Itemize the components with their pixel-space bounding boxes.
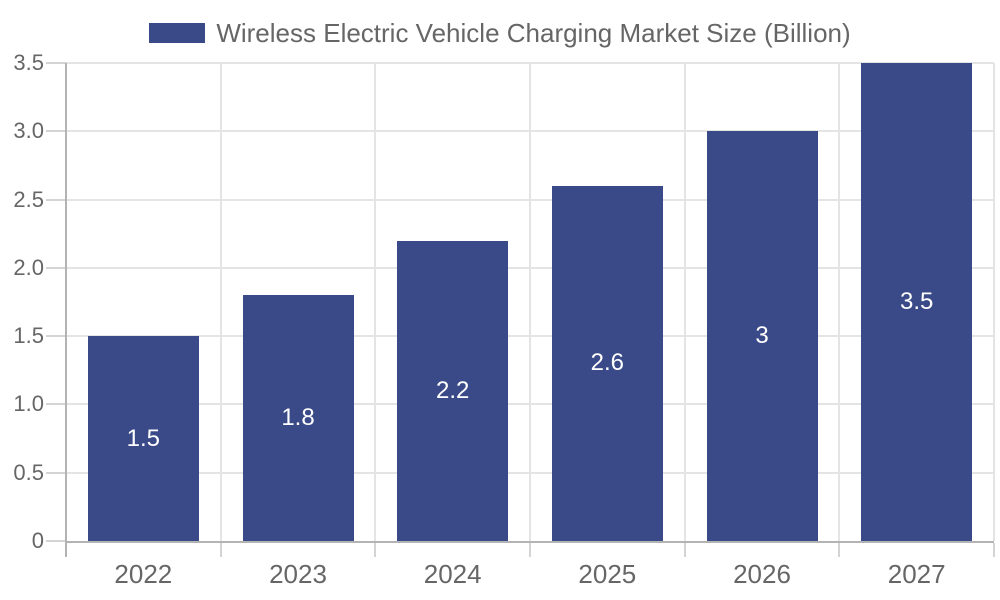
x-gridline bbox=[374, 63, 377, 541]
bar-value-label: 1.5 bbox=[126, 424, 161, 452]
bar-value-label: 2.6 bbox=[590, 349, 625, 377]
y-tick-label: 1.5 bbox=[13, 323, 44, 349]
bar-2024[interactable] bbox=[397, 240, 509, 541]
y-tick-label: 1.0 bbox=[13, 391, 44, 417]
x-tick-mark bbox=[374, 543, 377, 557]
x-tick-mark bbox=[838, 543, 841, 557]
x-tick-label: 2024 bbox=[423, 559, 482, 589]
bar-value-label: 3 bbox=[755, 322, 769, 350]
y-tick-mark bbox=[46, 62, 66, 64]
x-tick-mark bbox=[683, 543, 686, 557]
bar-2022[interactable] bbox=[87, 336, 199, 541]
y-tick-mark bbox=[46, 130, 66, 133]
x-gridline bbox=[993, 63, 995, 541]
x-tick-label: 2025 bbox=[578, 559, 637, 589]
x-gridline bbox=[838, 63, 841, 541]
bar-value-label: 1.8 bbox=[281, 404, 315, 432]
x-gridline bbox=[219, 63, 222, 541]
y-tick-label: 3.0 bbox=[13, 118, 44, 144]
y-tick-label: 3.5 bbox=[13, 50, 44, 75]
y-tick-mark bbox=[46, 266, 66, 269]
x-tick-label: 2027 bbox=[887, 559, 946, 589]
y-tick-mark bbox=[46, 335, 66, 338]
y-tick-mark bbox=[46, 471, 66, 474]
y-tick-label: 2.0 bbox=[13, 254, 44, 280]
bar-value-label: 3.5 bbox=[899, 288, 934, 315]
bar-2023[interactable] bbox=[242, 295, 354, 541]
legend-swatch bbox=[149, 23, 206, 43]
legend-label: Wireless Electric Vehicle Charging Marke… bbox=[216, 17, 851, 48]
x-tick-label: 2023 bbox=[269, 559, 327, 589]
bar-2025[interactable] bbox=[551, 185, 663, 541]
y-tick-mark bbox=[46, 403, 66, 406]
x-tick-label: 2026 bbox=[733, 559, 791, 589]
y-tick-mark bbox=[46, 540, 66, 542]
y-tick-mark bbox=[46, 198, 66, 201]
y-tick-label: 0.5 bbox=[13, 459, 44, 485]
x-tick-mark bbox=[529, 543, 531, 557]
bar-2027[interactable] bbox=[861, 63, 973, 541]
x-gridline bbox=[683, 63, 686, 541]
x-tick-mark bbox=[219, 543, 222, 557]
x-gridline bbox=[529, 63, 531, 541]
y-tick-label: 2.5 bbox=[13, 186, 44, 212]
x-axis-line bbox=[66, 541, 994, 543]
bar-value-label: 2.2 bbox=[435, 376, 470, 404]
y-axis-line bbox=[65, 63, 67, 557]
x-tick-label: 2022 bbox=[114, 559, 173, 589]
y-tick-label: 0 bbox=[31, 528, 44, 553]
bar-2026[interactable] bbox=[706, 131, 818, 541]
x-tick-mark bbox=[993, 543, 995, 557]
legend[interactable]: Wireless Electric Vehicle Charging Marke… bbox=[0, 18, 1000, 48]
